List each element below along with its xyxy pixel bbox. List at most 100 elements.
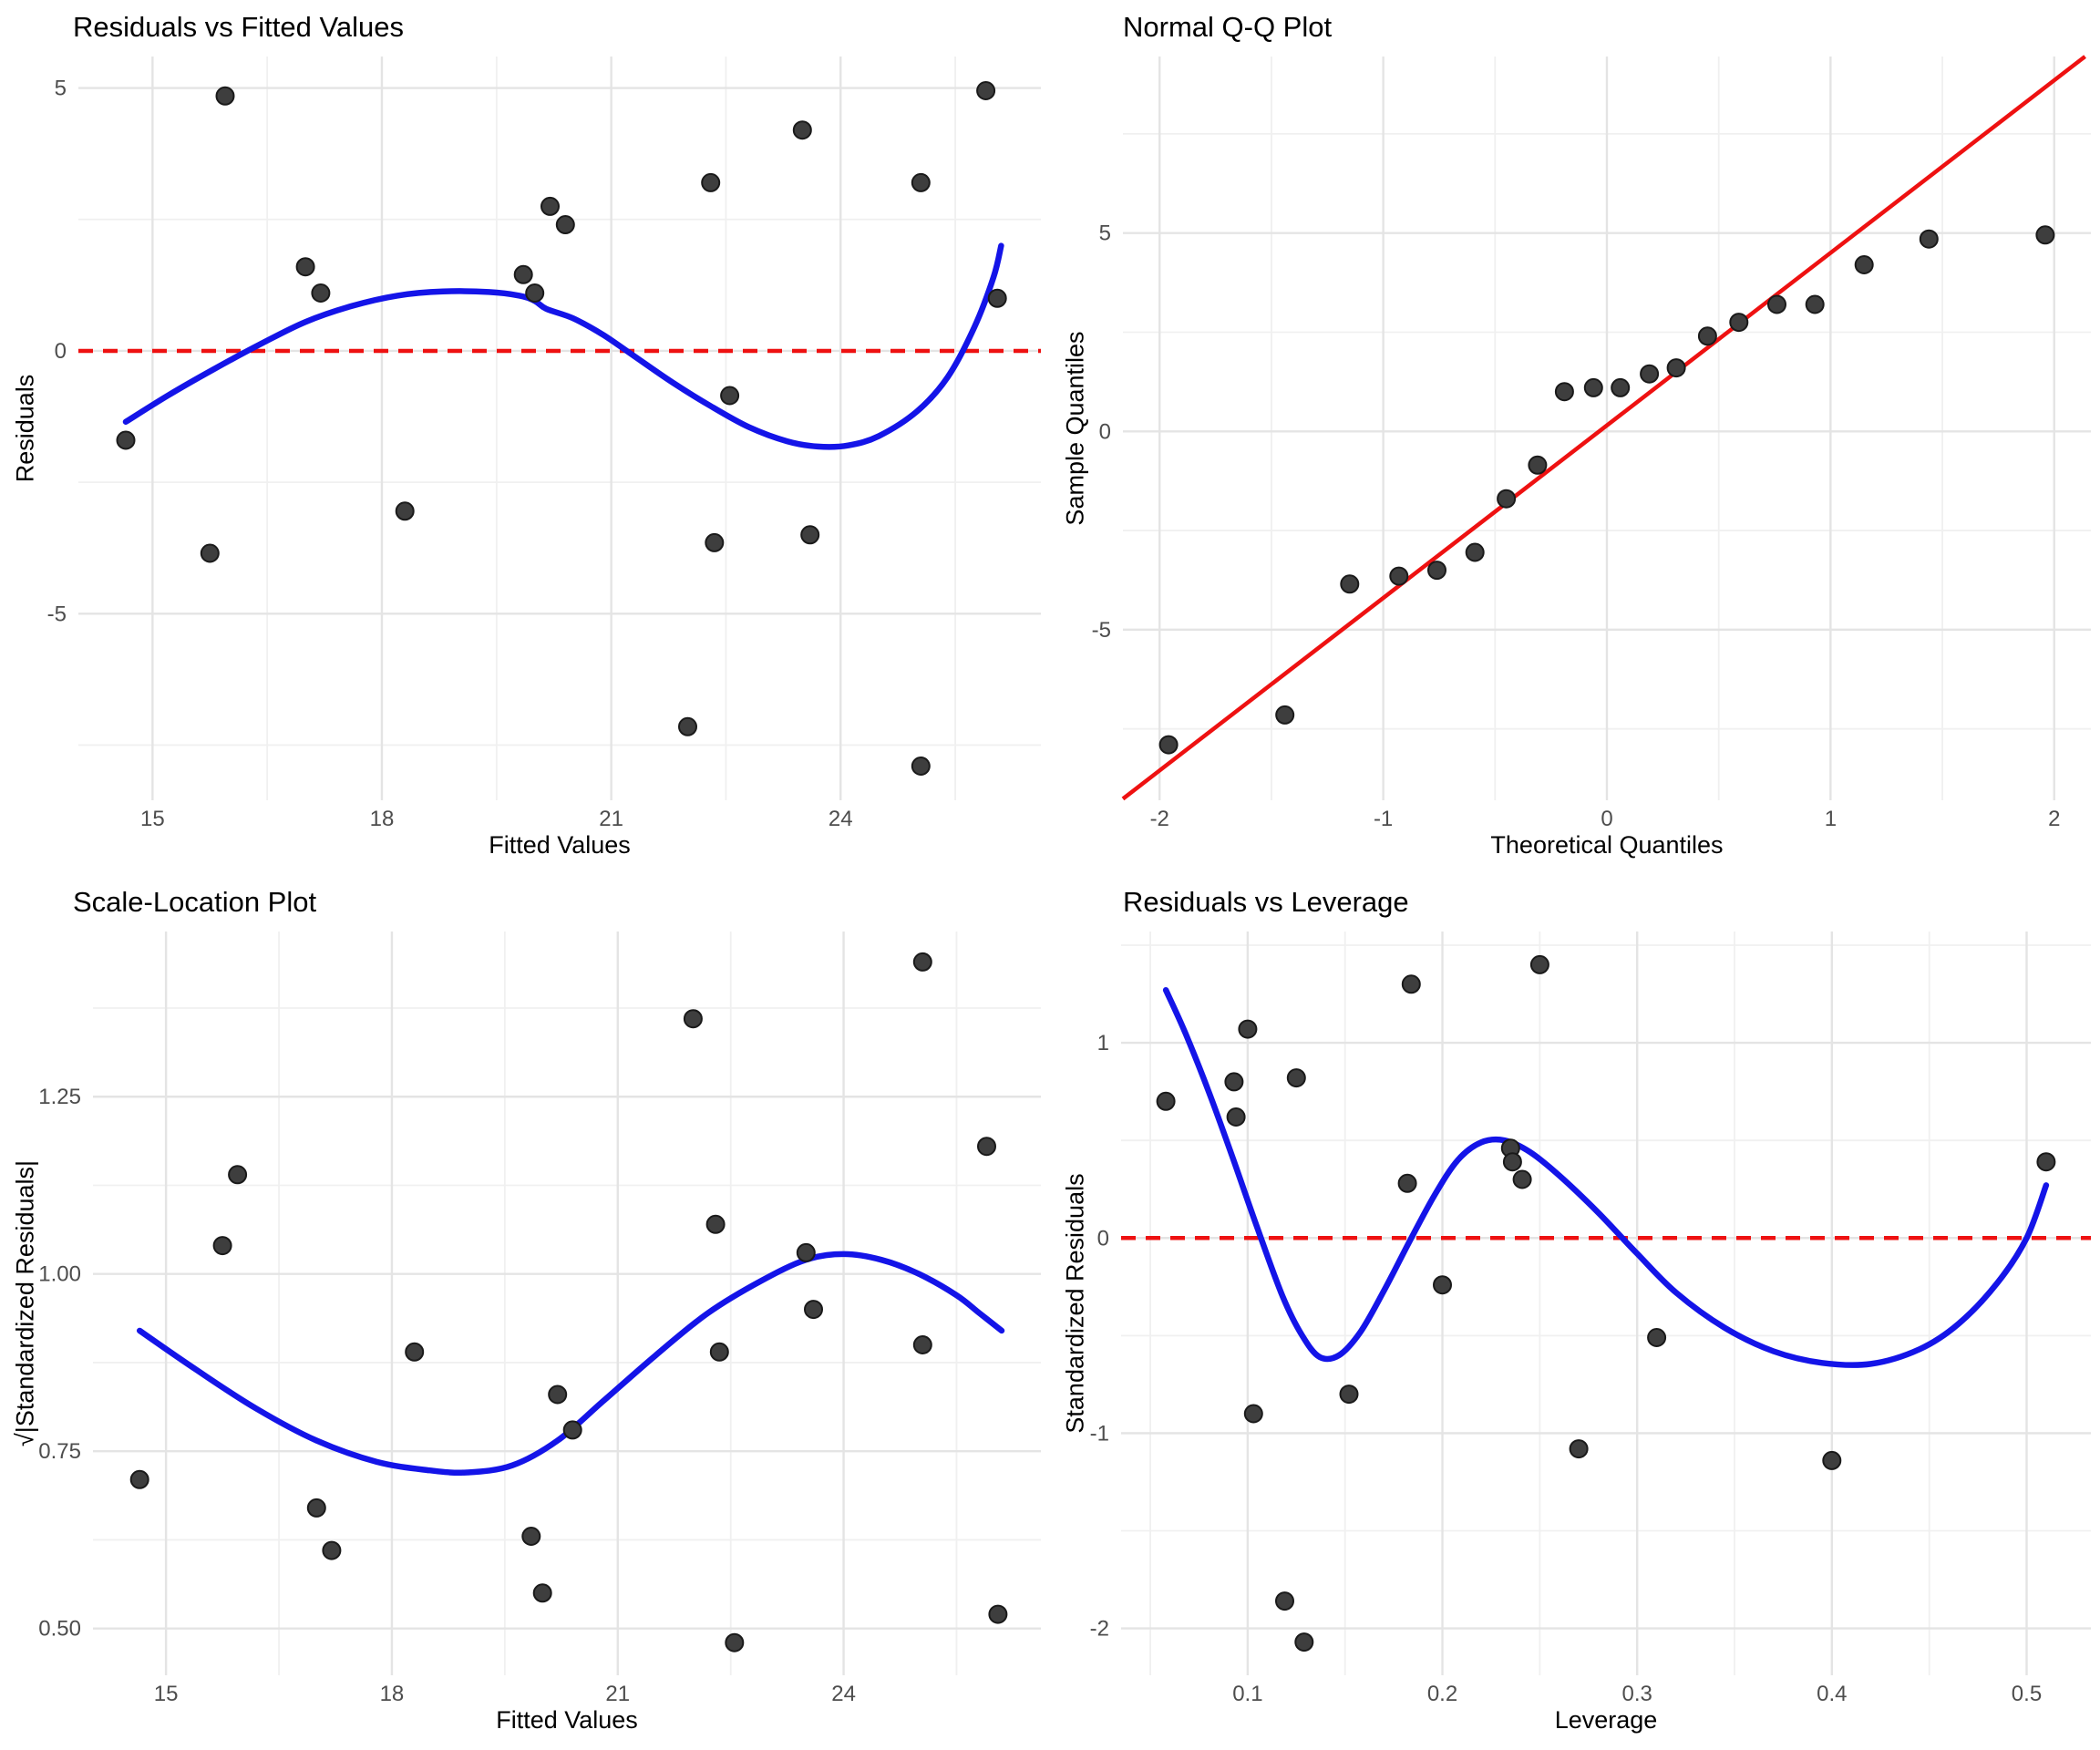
y-tick-label: 1 xyxy=(1097,1031,1109,1055)
data-point xyxy=(792,120,812,140)
y-tick-label: -5 xyxy=(47,602,67,626)
data-point xyxy=(1238,1019,1258,1039)
x-axis-title: Fitted Values xyxy=(489,831,631,859)
data-point xyxy=(129,1469,149,1489)
y-tick-label: 5 xyxy=(55,77,67,101)
plot-title: Residuals vs Fitted Values xyxy=(73,11,404,43)
data-point xyxy=(1611,377,1631,397)
x-tick-label: 0.3 xyxy=(1621,1682,1652,1706)
loess-smooth-curve xyxy=(1162,987,2050,1369)
data-point xyxy=(562,1420,582,1440)
data-point xyxy=(2035,225,2055,245)
x-tick-label: 0.1 xyxy=(1232,1682,1262,1706)
data-point xyxy=(709,1342,729,1362)
data-point xyxy=(1389,566,1409,586)
data-point xyxy=(322,1540,342,1560)
x-tick-label: 2 xyxy=(2048,807,2060,831)
y-tick-label: 0.50 xyxy=(38,1617,81,1642)
data-point xyxy=(796,1242,816,1262)
data-point xyxy=(1401,974,1421,994)
data-point xyxy=(555,215,575,234)
data-point xyxy=(1465,542,1485,562)
data-point xyxy=(295,257,315,277)
data-point xyxy=(525,283,545,303)
data-point xyxy=(701,172,721,192)
data-point xyxy=(1554,382,1574,402)
data-point xyxy=(987,288,1007,308)
x-tick-label: 18 xyxy=(370,807,395,831)
data-point xyxy=(988,1604,1008,1624)
x-tick-label: -1 xyxy=(1374,807,1393,831)
data-point xyxy=(1340,574,1360,594)
data-point xyxy=(1156,1091,1176,1111)
panel-residuals-vs-leverage: 0.1 0.2 0.3 0.4 0.5 -2 -1 0 1 Residuals vs Lever… xyxy=(1050,875,2100,1750)
data-point xyxy=(1427,561,1446,581)
data-point xyxy=(215,86,235,106)
data-point xyxy=(1339,1385,1359,1405)
y-axis-title: √|Standardized Residuals| xyxy=(11,1159,39,1447)
y-tick-label: 1.00 xyxy=(38,1262,81,1287)
data-point xyxy=(521,1527,541,1546)
data-point xyxy=(532,1583,552,1603)
data-point xyxy=(2036,1152,2056,1172)
y-axis-title: Residuals xyxy=(11,374,39,483)
panel-normal-qq: -2 -1 0 1 2 -5 0 5 Normal Q-Q Plot Theoretical … xyxy=(1050,0,2100,875)
x-tick-label: -2 xyxy=(1150,807,1169,831)
data-point xyxy=(705,532,725,552)
data-point xyxy=(1497,489,1517,509)
x-axis-title: Fitted Values xyxy=(496,1706,638,1734)
data-point xyxy=(1275,1591,1294,1611)
data-point xyxy=(1224,1072,1244,1092)
data-point xyxy=(800,525,820,545)
y-tick-label: 0 xyxy=(1099,419,1111,444)
x-tick-label: 21 xyxy=(605,1682,630,1706)
data-point xyxy=(1919,229,1939,249)
data-point xyxy=(912,1335,932,1354)
y-tick-label: 0 xyxy=(1097,1226,1109,1251)
data-point xyxy=(912,952,932,972)
data-point xyxy=(1502,1152,1522,1172)
x-tick-label: 18 xyxy=(380,1682,405,1706)
plot-title: Normal Q-Q Plot xyxy=(1123,11,1333,43)
y-axis-title: Standardized Residuals xyxy=(1061,1173,1089,1434)
plot-canvas-residuals-vs-leverage: 0.1 0.2 0.3 0.4 0.5 -2 -1 0 1 xyxy=(1090,932,2091,1706)
data-point xyxy=(683,1009,703,1029)
data-point xyxy=(540,196,560,216)
data-point xyxy=(1528,455,1548,475)
x-tick-label: 15 xyxy=(154,1682,179,1706)
x-tick-label: 24 xyxy=(831,1682,856,1706)
data-point xyxy=(1647,1328,1667,1347)
data-point xyxy=(395,501,415,521)
data-point xyxy=(1397,1173,1417,1193)
x-tick-label: 24 xyxy=(829,807,853,831)
data-point xyxy=(1275,705,1295,725)
y-tick-label: 5 xyxy=(1099,221,1111,246)
data-point xyxy=(1569,1439,1589,1459)
plot-canvas-residuals-vs-fitted: 15 18 21 24 -5 0 5 xyxy=(47,57,1041,831)
plot-canvas-normal-qq: -2 -1 0 1 2 -5 0 5 xyxy=(1092,55,2091,831)
data-point xyxy=(977,1137,996,1157)
y-axis-title: Sample Quantiles xyxy=(1061,331,1089,526)
x-tick-label: 15 xyxy=(140,807,165,831)
data-point xyxy=(548,1385,568,1405)
data-point xyxy=(1805,294,1825,314)
data-point xyxy=(911,172,931,192)
data-point xyxy=(1666,358,1686,378)
y-tick-label: 1.25 xyxy=(38,1085,81,1109)
data-point xyxy=(720,386,740,406)
data-point xyxy=(1512,1169,1532,1189)
data-point xyxy=(725,1632,745,1652)
data-point xyxy=(804,1300,823,1320)
data-point xyxy=(976,81,996,100)
data-point xyxy=(1822,1450,1842,1470)
data-point xyxy=(311,283,331,303)
plot-canvas-scale-location: 15 18 21 24 0.50 0.75 1.00 1.25 xyxy=(38,932,1041,1706)
x-tick-label: 0 xyxy=(1601,807,1612,831)
loess-smooth-curve xyxy=(122,242,1004,450)
data-point xyxy=(1294,1632,1314,1652)
data-point xyxy=(1286,1068,1306,1088)
data-point xyxy=(705,1214,726,1234)
y-tick-label: -5 xyxy=(1092,618,1111,643)
data-point xyxy=(1697,326,1717,346)
x-axis-title: Theoretical Quantiles xyxy=(1490,831,1724,859)
